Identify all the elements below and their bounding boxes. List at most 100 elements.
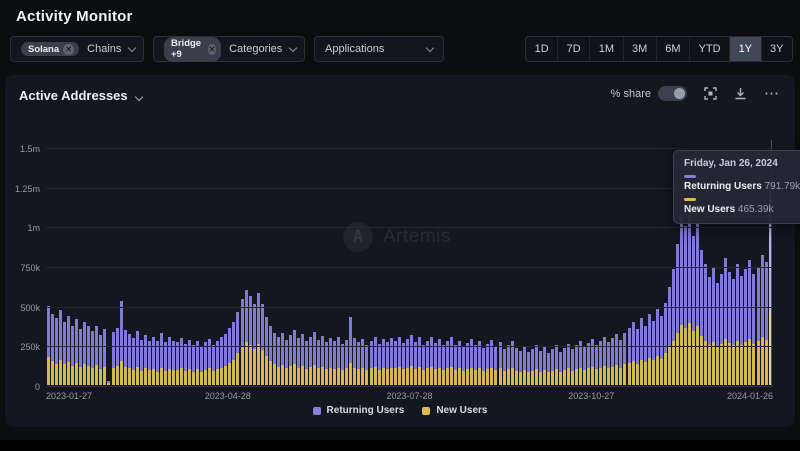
applications-filter-dropdown[interactable]: Applications [314, 36, 444, 62]
bar[interactable] [337, 337, 341, 385]
bar[interactable] [192, 345, 196, 385]
bar[interactable] [163, 342, 167, 385]
bar[interactable] [764, 262, 768, 385]
bar[interactable] [284, 339, 288, 385]
bar[interactable] [401, 342, 405, 385]
bar[interactable] [176, 342, 179, 385]
bar[interactable] [752, 273, 756, 385]
bar[interactable] [139, 339, 143, 385]
bar[interactable] [131, 338, 135, 385]
bar[interactable] [663, 302, 667, 385]
range-button-6M[interactable]: 6M [655, 37, 689, 61]
bar[interactable] [563, 347, 566, 385]
bar[interactable] [389, 338, 393, 385]
bar[interactable] [345, 339, 349, 385]
remove-chain-icon[interactable]: ✕ [63, 43, 75, 55]
bar[interactable] [744, 269, 748, 385]
bar[interactable] [256, 292, 260, 385]
bar[interactable] [474, 345, 478, 385]
bar[interactable] [115, 327, 119, 385]
bar[interactable] [627, 327, 631, 385]
bar[interactable] [607, 342, 611, 385]
bar[interactable] [99, 335, 103, 385]
bar[interactable] [216, 340, 220, 385]
bar[interactable] [446, 341, 450, 385]
bar[interactable] [571, 349, 575, 385]
bar[interactable] [91, 331, 95, 385]
bar[interactable] [425, 340, 429, 385]
bar[interactable] [728, 271, 732, 385]
bar[interactable] [143, 335, 147, 385]
bar[interactable] [63, 321, 67, 385]
bar[interactable] [119, 300, 123, 385]
legend-item[interactable]: Returning Users [312, 405, 404, 416]
bar[interactable] [530, 348, 534, 385]
bar[interactable] [79, 328, 83, 385]
bar[interactable] [260, 304, 264, 385]
bar[interactable] [498, 342, 502, 385]
bar[interactable] [180, 338, 184, 385]
bar[interactable] [748, 259, 752, 385]
bar[interactable] [647, 313, 651, 385]
bar[interactable] [393, 340, 397, 385]
range-button-7D[interactable]: 7D [557, 37, 589, 61]
bar[interactable] [107, 380, 111, 385]
bar[interactable] [736, 264, 740, 385]
category-chip-bridge[interactable]: Bridge +9 ✕ [164, 36, 222, 62]
bar[interactable] [454, 344, 458, 385]
bar[interactable] [724, 258, 728, 385]
bar[interactable] [276, 336, 280, 385]
share-toggle[interactable] [658, 86, 687, 101]
bar[interactable] [692, 235, 695, 385]
bar[interactable] [300, 334, 304, 385]
bar[interactable] [252, 304, 256, 385]
bar[interactable] [768, 185, 772, 385]
bar[interactable] [567, 343, 571, 385]
bar[interactable] [361, 339, 365, 385]
bar[interactable] [583, 346, 587, 385]
bar[interactable] [595, 344, 599, 385]
bar[interactable] [111, 331, 115, 385]
bar[interactable] [309, 336, 313, 385]
bar[interactable] [704, 264, 708, 385]
bar[interactable] [272, 332, 276, 385]
bar[interactable] [369, 340, 373, 385]
bar[interactable] [434, 342, 437, 385]
bar[interactable] [510, 340, 514, 385]
bar[interactable] [470, 339, 474, 385]
bar[interactable] [280, 332, 284, 385]
bar[interactable] [716, 283, 720, 385]
bar[interactable] [506, 344, 510, 385]
range-button-1Y[interactable]: 1Y [729, 37, 761, 61]
bar[interactable] [683, 226, 687, 385]
bar[interactable] [671, 269, 675, 385]
bar[interactable] [305, 341, 308, 385]
bar[interactable] [708, 277, 712, 385]
bar[interactable] [429, 336, 433, 385]
range-button-3Y[interactable]: 3Y [760, 37, 792, 61]
bar[interactable] [421, 344, 425, 385]
bar[interactable] [550, 349, 554, 385]
bar[interactable] [212, 344, 216, 385]
bar[interactable] [147, 340, 151, 385]
bar[interactable] [462, 346, 466, 385]
bar[interactable] [55, 318, 59, 385]
bar[interactable] [59, 310, 63, 385]
bar[interactable] [333, 341, 337, 385]
bar[interactable] [546, 353, 550, 385]
bar[interactable] [442, 345, 446, 385]
remove-category-icon[interactable]: ✕ [207, 43, 217, 55]
bar[interactable] [248, 296, 252, 385]
bar[interactable] [611, 338, 615, 385]
bar[interactable] [482, 347, 486, 385]
bar[interactable] [159, 333, 163, 385]
bar[interactable] [631, 322, 635, 385]
bar[interactable] [385, 342, 389, 385]
bar[interactable] [712, 267, 716, 385]
bar[interactable] [167, 337, 171, 385]
bar[interactable] [232, 321, 236, 385]
expand-icon[interactable] [704, 87, 717, 100]
chain-chip-solana[interactable]: Solana ✕ [21, 42, 80, 56]
bar[interactable] [639, 318, 643, 385]
bar[interactable] [75, 319, 79, 385]
